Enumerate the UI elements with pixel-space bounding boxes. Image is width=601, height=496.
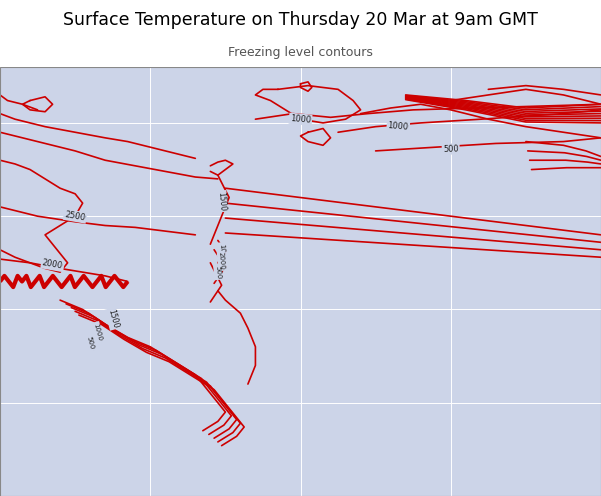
- Text: 1500: 1500: [106, 309, 120, 329]
- Text: 2000: 2000: [41, 258, 64, 271]
- Text: 1500: 1500: [216, 191, 227, 211]
- Text: 500: 500: [443, 144, 459, 154]
- Text: 1000: 1000: [290, 114, 311, 124]
- Text: 500: 500: [215, 265, 221, 279]
- Text: 2000: 2000: [218, 252, 225, 270]
- Bar: [0, 67, 601, 496]
- Text: 1000: 1000: [93, 322, 103, 341]
- Text: 1000: 1000: [387, 121, 409, 132]
- Text: 2500: 2500: [64, 210, 87, 222]
- Text: 500: 500: [85, 336, 95, 350]
- Text: 10: 10: [218, 243, 225, 252]
- Text: Freezing level contours: Freezing level contours: [228, 46, 373, 59]
- Text: Surface Temperature on Thursday 20 Mar at 9am GMT: Surface Temperature on Thursday 20 Mar a…: [63, 11, 538, 29]
